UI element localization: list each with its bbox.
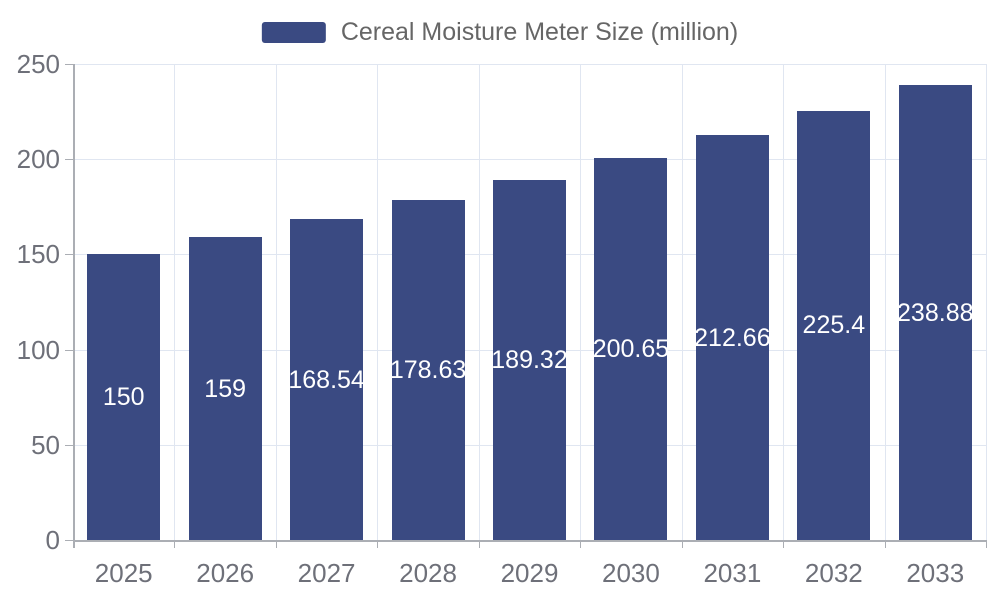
bar-2027[interactable] (290, 219, 364, 540)
x-axis-tick (478, 540, 480, 548)
legend-label: Cereal Moisture Meter Size (million) (340, 18, 739, 46)
y-tick-label-50: 50 (31, 429, 60, 460)
x-tick-label-2033: 2033 (906, 558, 965, 588)
x-axis-tick (783, 540, 785, 548)
gridline-y-250 (73, 64, 986, 65)
bar-2029[interactable] (493, 179, 566, 540)
gridline-x (681, 64, 683, 540)
gridline-x (174, 64, 176, 540)
gridline-x (580, 64, 582, 540)
x-tick-label-2028: 2028 (399, 558, 457, 588)
x-axis-tick (884, 540, 886, 548)
gridline-x (884, 64, 886, 540)
y-axis-tick (65, 254, 73, 256)
x-axis-tick (73, 540, 74, 548)
y-axis-tick (65, 540, 73, 541)
bar-value-label-2027: 168.54 (288, 365, 365, 394)
x-tick-label-2026: 2026 (196, 558, 255, 588)
bar-value-label-2026: 159 (204, 374, 247, 403)
bar-2025[interactable] (87, 254, 161, 540)
legend-item[interactable]: Cereal Moisture Meter Size (million) (261, 18, 739, 46)
y-axis-tick (65, 444, 73, 446)
gridline-x (783, 64, 785, 540)
bar-value-label-2030: 200.65 (592, 334, 670, 363)
bar-2028[interactable] (391, 199, 465, 540)
x-tick-label-2031: 2031 (703, 558, 762, 588)
bar-2030[interactable] (594, 157, 668, 540)
x-tick-label-2027: 2027 (297, 558, 356, 588)
bar-value-label-2031: 212.66 (694, 323, 771, 352)
x-axis-tick (174, 540, 176, 548)
bar-value-label-2025: 150 (102, 383, 145, 412)
gridline-x (275, 64, 277, 540)
bar-2031[interactable] (695, 135, 769, 540)
gridline-y-200 (73, 159, 986, 161)
bar-2026[interactable] (188, 237, 262, 540)
y-axis-line (73, 64, 75, 548)
gridline-x (478, 64, 480, 540)
bar-value-label-2029: 189.32 (491, 345, 568, 374)
y-tick-label-200: 200 (16, 144, 60, 175)
y-tick-label-150: 150 (16, 239, 60, 270)
y-axis-tick (65, 159, 73, 161)
x-axis-tick (580, 540, 582, 548)
x-tick-label-2030: 2030 (602, 558, 660, 588)
x-axis-tick (681, 540, 683, 548)
bar-value-label-2028: 178.63 (389, 355, 467, 384)
x-axis-line (73, 540, 986, 542)
x-axis-tick (377, 540, 379, 548)
bar-value-label-2032: 225.4 (802, 311, 866, 340)
y-tick-label-0: 0 (45, 525, 60, 555)
x-tick-label-2025: 2025 (94, 558, 153, 588)
gridline-x (986, 64, 987, 540)
x-tick-label-2032: 2032 (804, 558, 863, 588)
y-tick-label-100: 100 (16, 334, 60, 365)
y-tick-label-250: 250 (16, 49, 60, 79)
bar-2033[interactable] (898, 85, 972, 540)
y-axis-tick (65, 64, 73, 65)
gridline-x (377, 64, 379, 540)
x-tick-label-2029: 2029 (500, 558, 559, 588)
x-axis-tick (986, 540, 987, 548)
x-axis-tick (275, 540, 277, 548)
legend-swatch (261, 21, 326, 43)
bar-value-label-2033: 238.88 (897, 298, 974, 327)
bar-2032[interactable] (797, 110, 871, 540)
y-axis-tick (65, 349, 73, 351)
